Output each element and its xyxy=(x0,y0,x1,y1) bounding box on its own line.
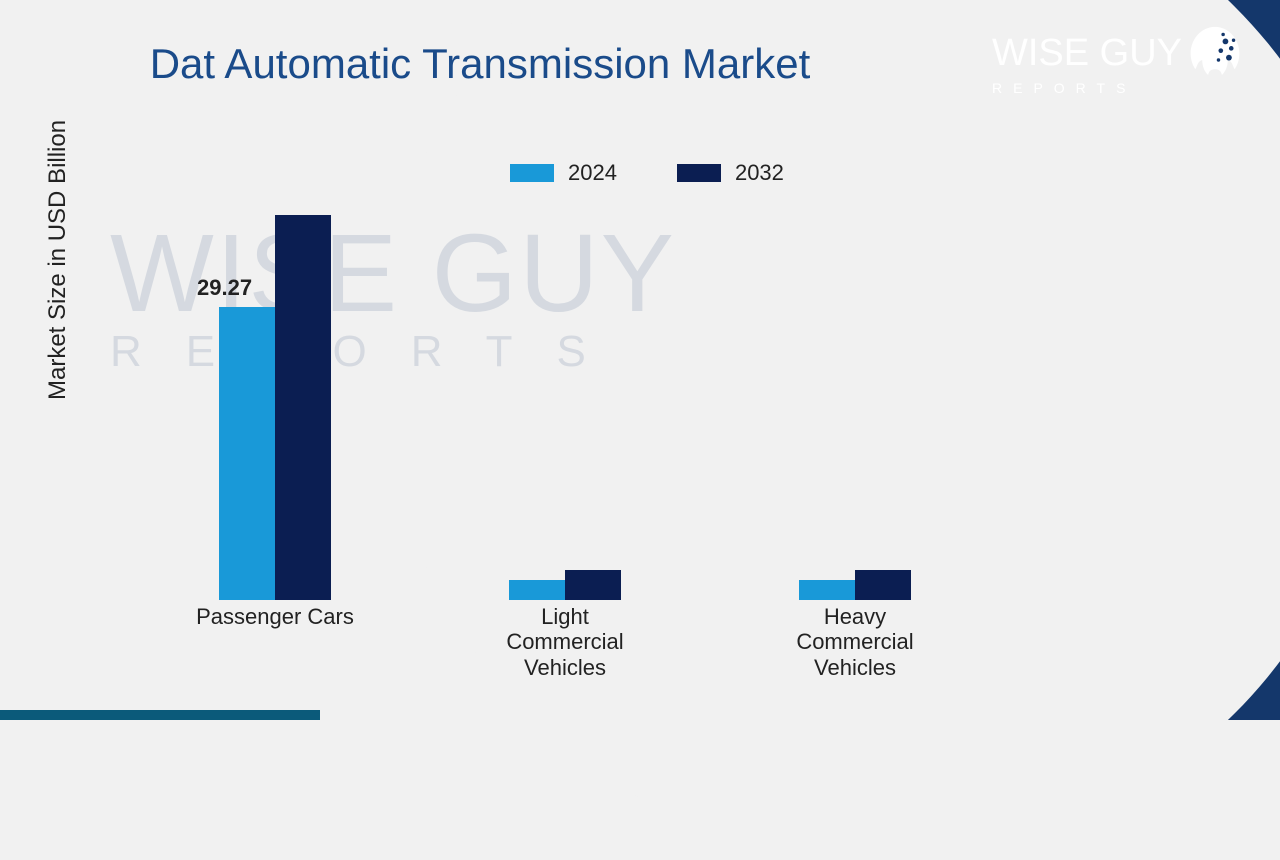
brand-logo: WISE GUY REPORTS xyxy=(992,24,1252,96)
logo-text-top: WISE GUY xyxy=(992,32,1182,75)
logo-text-sub: REPORTS xyxy=(992,80,1252,96)
bar-group xyxy=(190,215,360,600)
footer-accent-bar xyxy=(0,710,320,720)
bar xyxy=(275,215,331,600)
x-axis-category-label: Heavy Commercial Vehicles xyxy=(770,604,940,680)
legend-item-2024: 2024 xyxy=(510,160,617,186)
logo-head-icon xyxy=(1186,24,1244,82)
bar-group xyxy=(480,570,650,600)
bar xyxy=(799,580,855,600)
right-brand-panel xyxy=(962,0,1280,720)
legend-swatch-2024 xyxy=(510,164,554,182)
bar xyxy=(219,307,275,600)
bar xyxy=(855,570,911,600)
x-axis-labels: Passenger Cars Light Commercial Vehicles H… xyxy=(120,604,940,704)
bar xyxy=(509,580,565,600)
legend-label-2032: 2032 xyxy=(735,160,784,186)
bar xyxy=(565,570,621,600)
chart-title: Dat Automatic Transmission Market xyxy=(0,40,960,88)
x-axis-category-label: Passenger Cars xyxy=(190,604,360,629)
bar-group xyxy=(770,570,940,600)
y-axis-label: Market Size in USD Billion xyxy=(44,120,72,400)
legend-item-2032: 2032 xyxy=(677,160,784,186)
bar-value-label: 29.27 xyxy=(197,275,252,301)
legend-swatch-2032 xyxy=(677,164,721,182)
legend: 2024 2032 xyxy=(510,160,784,186)
legend-label-2024: 2024 xyxy=(568,160,617,186)
bar-chart: 29.27 xyxy=(120,200,940,600)
x-axis-category-label: Light Commercial Vehicles xyxy=(480,604,650,680)
